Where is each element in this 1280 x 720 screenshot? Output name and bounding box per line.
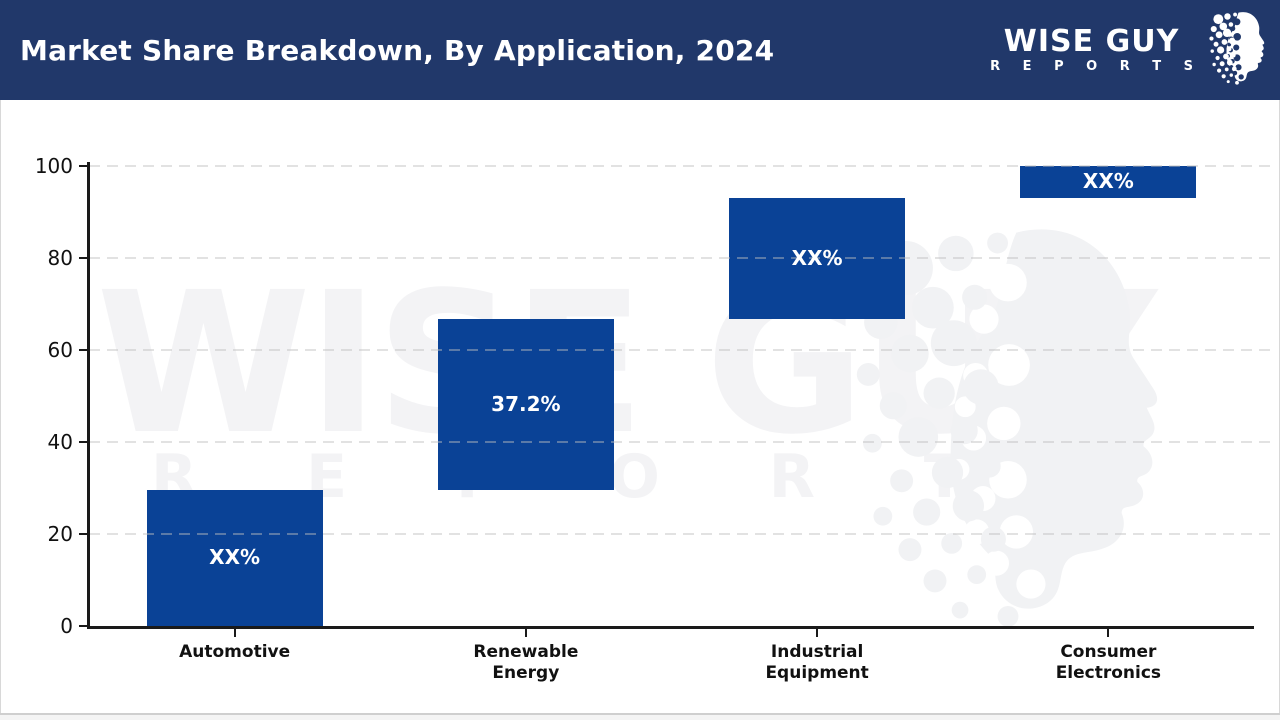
gridline — [89, 441, 1274, 443]
bottom-strip — [0, 713, 1280, 720]
y-tick — [79, 625, 89, 627]
y-tick — [79, 165, 89, 168]
x-category-label: Industrial Equipment — [765, 642, 869, 684]
gridline — [89, 165, 1274, 168]
brand-logo-text: WISE GUY R E P O R T S — [981, 26, 1202, 75]
bar-value-label: 37.2% — [491, 391, 561, 416]
y-tick-label: 20 — [47, 522, 73, 546]
x-tick — [524, 628, 527, 637]
bar-value-label: XX% — [791, 245, 843, 270]
x-tick — [1107, 628, 1110, 637]
y-tick-label: 80 — [47, 246, 73, 270]
brand-logo: WISE GUY R E P O R T S — [981, 8, 1266, 92]
y-tick — [79, 349, 89, 351]
x-axis-line — [87, 626, 1254, 629]
plot-canvas: WISE GUY R E P O R T S 0 20 40 60 80 100 XX% Au… — [0, 100, 1280, 713]
bar — [437, 319, 614, 491]
y-tick — [79, 257, 89, 259]
brand-subtitle: R E P O R T S — [990, 59, 1202, 75]
header-bar: Market Share Breakdown, By Application, … — [0, 0, 1280, 100]
plot-area: 0 20 40 60 80 100 XX% Automotive 37.2% Renewable … — [35, 154, 1274, 683]
y-tick — [79, 533, 89, 535]
y-tick-label: 60 — [47, 338, 73, 362]
x-category-label: Renewable Energy — [473, 642, 579, 684]
bar-value-label: XX% — [1082, 169, 1134, 194]
y-tick-label: 0 — [60, 614, 73, 638]
y-tick — [79, 441, 89, 443]
gridline — [89, 349, 1274, 351]
bar — [729, 198, 906, 320]
x-category-label: Automotive — [179, 642, 291, 662]
bar-value-label: XX% — [209, 545, 261, 570]
bar — [146, 490, 323, 626]
y-axis-line — [87, 162, 90, 628]
brand-face-icon — [1209, 12, 1265, 85]
x-tick — [816, 628, 819, 637]
chart-title: Market Share Breakdown, By Application, … — [20, 33, 775, 67]
gridline — [89, 533, 1274, 535]
x-category-label: Consumer Electronics — [1055, 642, 1162, 684]
y-tick-label: 40 — [47, 430, 73, 454]
y-tick-label: 100 — [34, 154, 73, 178]
brand-name: WISE GUY — [1003, 23, 1180, 59]
gridline — [89, 257, 1274, 259]
x-tick — [233, 628, 236, 637]
bar — [1020, 166, 1197, 199]
